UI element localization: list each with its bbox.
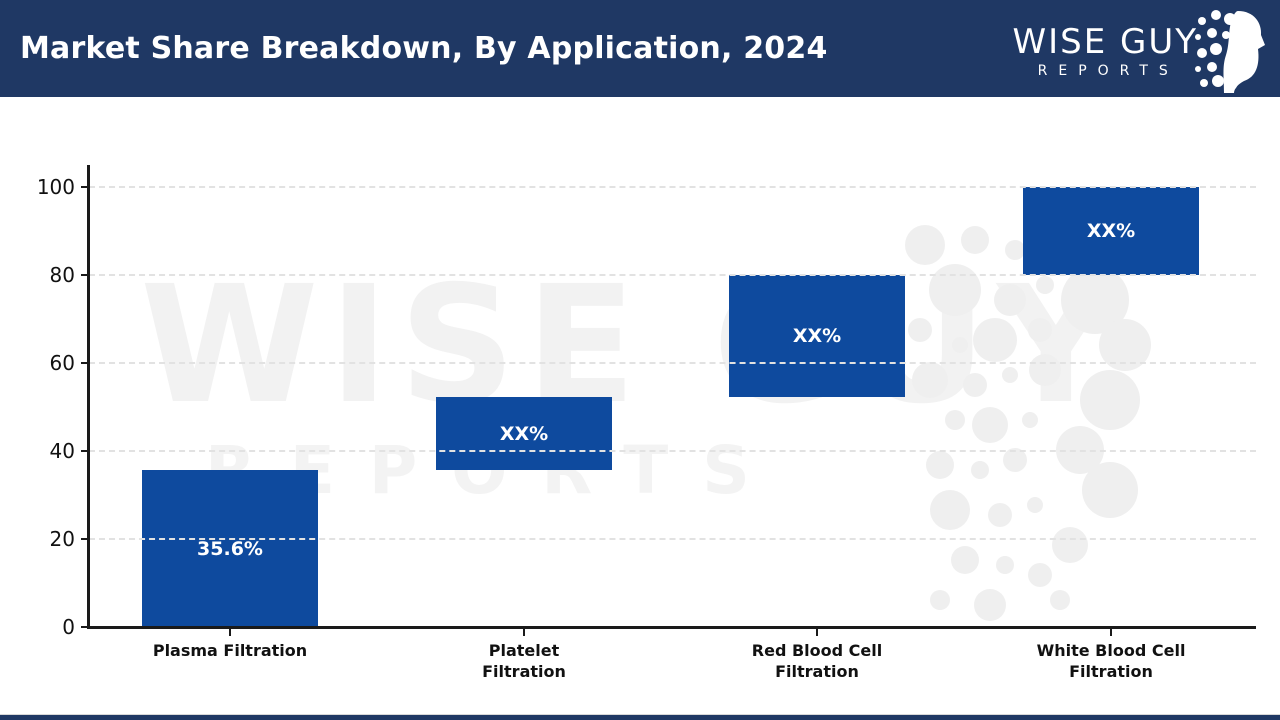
- gridline: [89, 538, 1256, 540]
- x-axis-tick: [523, 627, 525, 636]
- gridline: [89, 450, 1256, 452]
- watermark-dot: [908, 318, 932, 342]
- y-axis-tick: [81, 186, 89, 188]
- watermark-dot: [1027, 497, 1043, 513]
- gridline: [89, 362, 1256, 364]
- watermark-dot: [1080, 370, 1140, 430]
- watermark-dot: [971, 461, 989, 479]
- bar-value-label: 35.6%: [197, 537, 263, 560]
- bar-segment: [1023, 187, 1199, 276]
- y-axis-tick: [81, 626, 89, 628]
- watermark-dot: [1082, 462, 1138, 518]
- watermark-dot: [1003, 448, 1027, 472]
- watermark-dot: [996, 556, 1014, 574]
- watermark-dot: [1028, 318, 1052, 342]
- watermark-dot: [945, 410, 965, 430]
- watermark-dot: [988, 503, 1012, 527]
- y-tick-label: 60: [49, 351, 75, 375]
- bar-value-label: XX%: [792, 325, 842, 348]
- y-tick-label: 80: [49, 263, 75, 287]
- y-axis-tick: [81, 274, 89, 276]
- watermark-dot: [974, 589, 1006, 621]
- y-tick-label: 0: [62, 615, 75, 639]
- watermark-dot: [905, 225, 945, 265]
- watermark-dot: [952, 337, 968, 353]
- x-axis-tick: [816, 627, 818, 636]
- watermark-dot: [1028, 563, 1052, 587]
- watermark-dot: [994, 284, 1026, 316]
- watermark-dot: [930, 490, 970, 530]
- brand-logo-text: WISE GUY REPORTS: [1012, 22, 1198, 79]
- bar-value-label: XX%: [499, 422, 549, 445]
- watermark-dot: [1005, 240, 1025, 260]
- watermark-dot: [930, 590, 950, 610]
- brand-logo: WISE GUY REPORTS: [1012, 6, 1266, 94]
- page-title: Market Share Breakdown, By Application, …: [20, 31, 828, 66]
- x-tick-label: White Blood Cell Filtration: [1036, 641, 1186, 681]
- y-axis-tick: [81, 362, 89, 364]
- bar-segment: [142, 470, 318, 627]
- watermark-dot: [1002, 367, 1018, 383]
- watermark-dot: [1052, 527, 1088, 563]
- x-axis-line: [87, 626, 1256, 629]
- brand-subtitle: REPORTS: [1037, 62, 1179, 79]
- y-tick-label: 20: [49, 527, 75, 551]
- gridline: [89, 274, 1256, 276]
- watermark-dot: [961, 226, 989, 254]
- watermark-dot: [926, 451, 954, 479]
- watermark-dot: [1022, 412, 1038, 428]
- watermark-dot: [1050, 590, 1070, 610]
- x-tick-label: Red Blood Cell Filtration: [751, 641, 883, 681]
- header-bar: Market Share Breakdown, By Application, …: [0, 0, 1280, 97]
- face-profile-icon: [1195, 10, 1265, 93]
- footer-bar: [0, 715, 1280, 720]
- brand-name: WISE GUY: [1012, 21, 1198, 62]
- watermark-dot: [1036, 276, 1054, 294]
- bar-segment: [729, 275, 905, 397]
- y-axis-tick: [81, 538, 89, 540]
- x-tick-label: Platelet Filtration: [482, 641, 566, 681]
- gridline: [89, 186, 1256, 188]
- y-tick-label: 40: [49, 439, 75, 463]
- bar-value-label: XX%: [1086, 220, 1136, 243]
- x-axis-tick: [229, 627, 231, 636]
- watermark-dot: [1029, 354, 1061, 386]
- y-tick-label: 100: [36, 175, 75, 199]
- y-axis-line: [87, 165, 90, 629]
- footer-divider: [0, 714, 1280, 715]
- y-axis-tick: [81, 450, 89, 452]
- x-tick-label: Plasma Filtration: [152, 641, 308, 660]
- watermark-dot: [912, 362, 948, 398]
- watermark-dot: [951, 546, 979, 574]
- bar-segment: [436, 396, 612, 471]
- watermark-dot: [929, 264, 981, 316]
- x-axis-tick: [1110, 627, 1112, 636]
- watermark-dot: [963, 373, 987, 397]
- watermark-dot: [973, 318, 1017, 362]
- watermark-dot: [972, 407, 1008, 443]
